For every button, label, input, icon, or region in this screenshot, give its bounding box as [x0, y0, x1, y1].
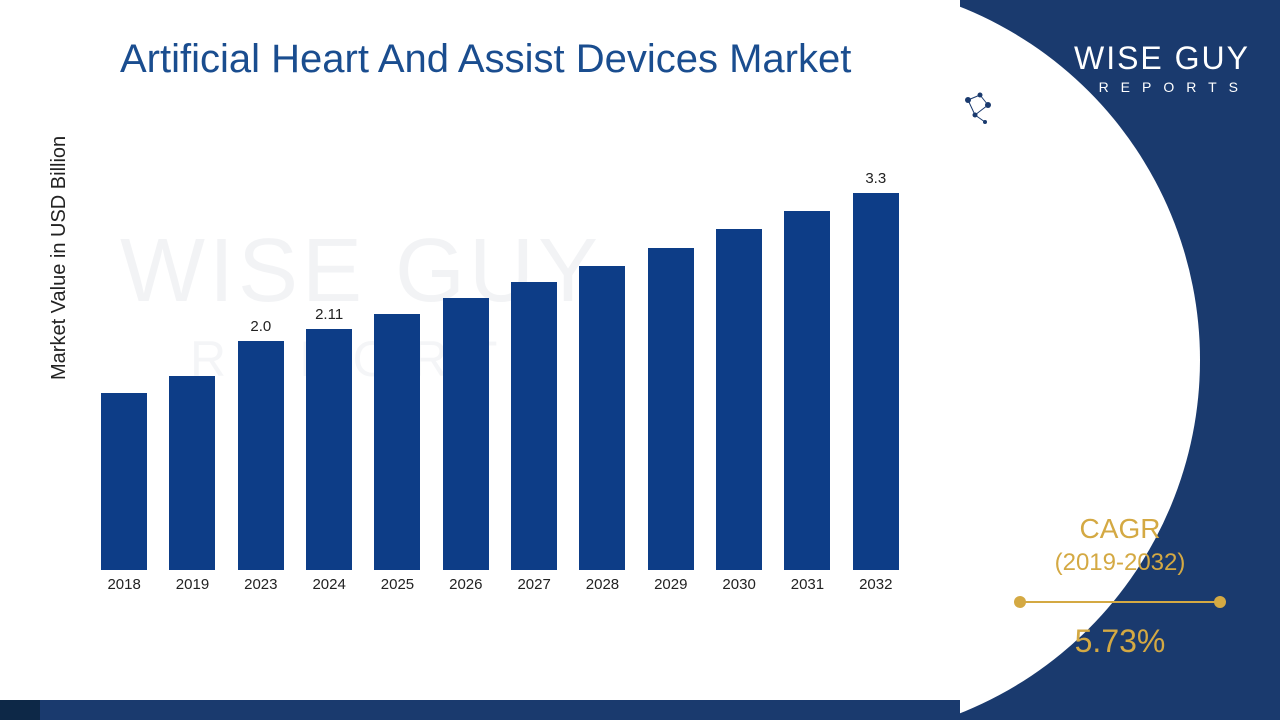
- brand-logo: WISE GUY REPORTS: [1074, 40, 1250, 95]
- bar-slot: [579, 266, 625, 570]
- bar-value-label: 2.11: [315, 306, 343, 323]
- bar: [648, 248, 694, 570]
- bar-value-label: 3.3: [865, 170, 886, 187]
- bar: [101, 393, 147, 570]
- bar-slot: [169, 376, 215, 570]
- bar-slot: [374, 314, 420, 570]
- bar: [579, 266, 625, 570]
- cagr-label: CAGR: [1000, 513, 1240, 545]
- bar: [853, 193, 899, 570]
- bar: [169, 376, 215, 570]
- bar-value-label: 2.0: [250, 318, 271, 335]
- bar-slot: 2.11: [306, 329, 352, 570]
- logo-sub-text: REPORTS: [1074, 79, 1250, 95]
- y-axis-label: Market Value in USD Billion: [48, 136, 71, 380]
- x-axis-labels: 2018 2019 2023 2024 2025 2026 2027 2028 2029 2030…: [90, 576, 910, 593]
- x-axis-label: 2028: [579, 576, 625, 593]
- x-axis-label: 2024: [306, 576, 352, 593]
- x-axis-label: 2026: [443, 576, 489, 593]
- x-axis-label: 2030: [716, 576, 762, 593]
- x-axis-label: 2031: [784, 576, 830, 593]
- bar: [374, 314, 420, 570]
- bottom-bar: [0, 700, 960, 720]
- bar-slot: [784, 211, 830, 570]
- bars-container: 2.0 2.11 3.3: [90, 170, 910, 570]
- x-axis-label: 2029: [648, 576, 694, 593]
- bar: [511, 282, 557, 570]
- x-axis-label: 2019: [169, 576, 215, 593]
- bar-chart: 2.02.113.3 20182019202320242025202620272…: [90, 170, 910, 600]
- bar-slot: 3.3: [853, 193, 899, 570]
- x-axis-label: 2023: [238, 576, 284, 593]
- bar-slot: 2.0: [238, 341, 284, 570]
- bar: [238, 341, 284, 570]
- chart-title: Artificial Heart And Assist Devices Mark…: [120, 36, 880, 82]
- bar: [443, 298, 489, 570]
- bar-slot: [443, 298, 489, 570]
- x-axis-label: 2018: [101, 576, 147, 593]
- logo-main-text: WISE GUY: [1074, 40, 1250, 77]
- bar-slot: [648, 248, 694, 570]
- head-icon: [940, 70, 1010, 150]
- cagr-block: CAGR (2019-2032) 5.73%: [1000, 513, 1240, 660]
- cagr-value: 5.73%: [1000, 623, 1240, 660]
- bar: [784, 211, 830, 570]
- cagr-range: (2019-2032): [1000, 549, 1240, 577]
- x-axis-label: 2027: [511, 576, 557, 593]
- bar-slot: [511, 282, 557, 570]
- infographic-stage: WISE GUY REPORTS Artificial Heart And As…: [0, 0, 1280, 720]
- bar-slot: [101, 393, 147, 570]
- bar: [306, 329, 352, 570]
- x-axis-label: 2032: [853, 576, 899, 593]
- bar: [716, 229, 762, 570]
- cagr-divider: [1020, 601, 1220, 603]
- bottom-bar-accent: [0, 700, 40, 720]
- bar-slot: [716, 229, 762, 570]
- x-axis-label: 2025: [374, 576, 420, 593]
